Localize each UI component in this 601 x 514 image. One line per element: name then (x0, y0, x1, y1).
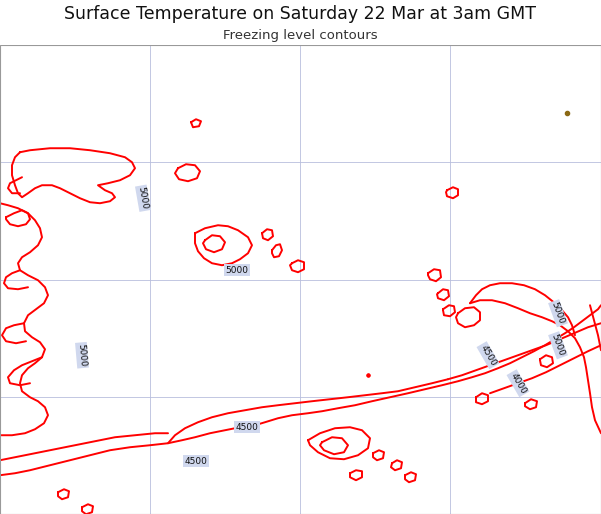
Text: 5000: 5000 (550, 301, 566, 325)
Text: 5000: 5000 (136, 186, 150, 210)
Text: 4500: 4500 (236, 423, 258, 432)
Text: Freezing level contours: Freezing level contours (223, 29, 378, 42)
Text: 4000: 4000 (508, 371, 528, 395)
Text: Surface Temperature on Saturday 22 Mar at 3am GMT: Surface Temperature on Saturday 22 Mar a… (64, 6, 537, 24)
Text: 4500: 4500 (478, 343, 498, 368)
Text: 4500: 4500 (185, 457, 207, 466)
Text: 5000: 5000 (225, 266, 248, 274)
Text: 5000: 5000 (550, 333, 566, 358)
Text: 5000: 5000 (76, 343, 88, 367)
